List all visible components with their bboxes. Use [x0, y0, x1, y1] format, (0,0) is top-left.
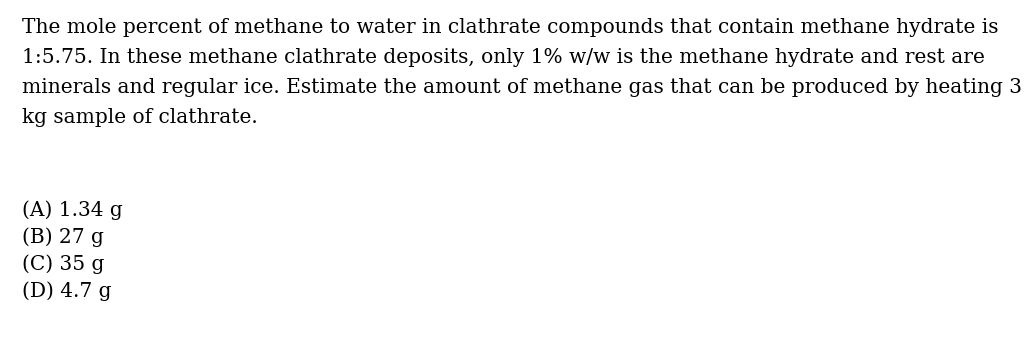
Text: (D) 4.7 g: (D) 4.7 g — [22, 281, 112, 301]
Text: (B) 27 g: (B) 27 g — [22, 227, 103, 247]
Text: 1:5.75. In these methane clathrate deposits, only 1% w/w is the methane hydrate : 1:5.75. In these methane clathrate depos… — [22, 48, 985, 67]
Text: (C) 35 g: (C) 35 g — [22, 254, 104, 274]
Text: (A) 1.34 g: (A) 1.34 g — [22, 200, 123, 220]
Text: minerals and regular ice. Estimate the amount of methane gas that can be produce: minerals and regular ice. Estimate the a… — [22, 78, 1024, 97]
Text: The mole percent of methane to water in clathrate compounds that contain methane: The mole percent of methane to water in … — [22, 18, 998, 37]
Text: kg sample of clathrate.: kg sample of clathrate. — [22, 108, 258, 127]
